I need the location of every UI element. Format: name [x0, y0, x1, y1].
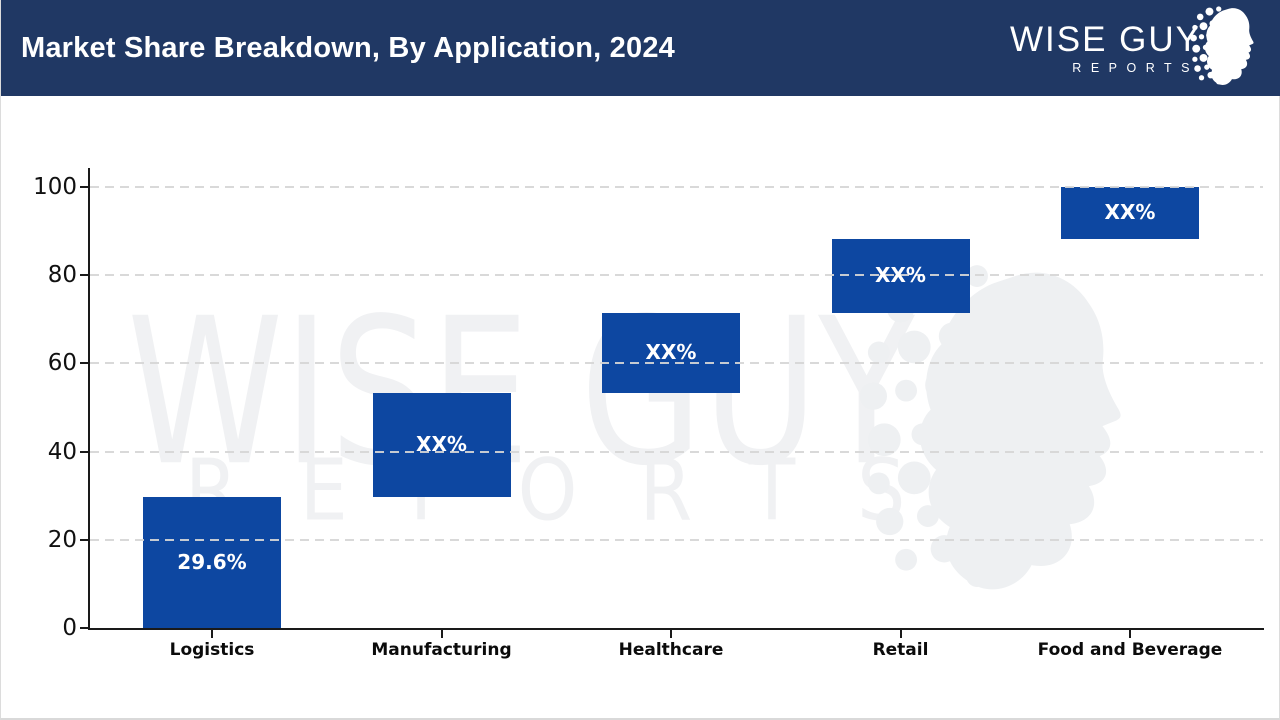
y-tick-label: 60	[47, 350, 77, 377]
y-tick-label: 100	[33, 174, 77, 200]
gridline-80	[90, 274, 1263, 277]
bar-healthcare	[602, 313, 740, 393]
y-axis-tick	[80, 627, 88, 629]
x-tick-label-logistics: Logistics	[169, 640, 255, 660]
y-tick-label: 40	[47, 438, 77, 465]
bar-manufacturing	[372, 392, 511, 498]
y-axis-tick	[80, 274, 88, 277]
x-axis-tick	[899, 629, 902, 638]
bar-value-label: 29.6%	[177, 549, 247, 574]
y-axis-tick	[80, 538, 88, 541]
bar-value-label: XX%	[1104, 200, 1156, 225]
bar-food-and-beverage	[1061, 187, 1199, 240]
wiseguy-logo: WISE GUY REPORTS	[1010, 5, 1267, 91]
y-axis-line	[88, 168, 90, 630]
x-tick-label-manufacturing: Manufacturing	[371, 640, 512, 660]
x-axis-tick	[440, 629, 443, 638]
gridline-60	[90, 362, 1263, 365]
bar-value-label: XX%	[875, 263, 926, 288]
bar-value-label: XX%	[645, 340, 697, 365]
chart-title: Market Share Breakdown, By Application, …	[21, 31, 675, 64]
gridline-20	[90, 538, 1263, 541]
header-band: Market Share Breakdown, By Application, …	[1, 0, 1280, 96]
x-axis-tick	[670, 629, 672, 638]
logo-subtext: REPORTS	[1072, 60, 1199, 75]
logo-wordmark: WISE GUY	[1009, 19, 1201, 59]
watermark-subtext: REPORTS	[185, 440, 968, 540]
y-tick-label: 80	[47, 262, 77, 289]
x-tick-label-retail: Retail	[872, 640, 929, 660]
y-axis-tick	[80, 186, 88, 188]
y-tick-label: 0	[62, 615, 77, 641]
x-tick-label-food-and-beverage: Food and Beverage	[1037, 640, 1223, 660]
y-axis-tick	[80, 450, 88, 453]
gridline-40	[90, 450, 1263, 453]
x-axis-tick	[1129, 629, 1131, 638]
watermark-wordmark: WISE GUY	[127, 275, 915, 511]
wiseguy-logo-text: WISE GUY REPORTS	[1010, 22, 1201, 75]
x-axis-tick	[211, 629, 213, 638]
y-axis-tick	[80, 362, 88, 365]
bar-value-label: XX%	[416, 432, 467, 457]
wiseguy-head-icon	[1190, 6, 1254, 85]
gridline-100	[90, 186, 1263, 188]
y-tick-label: 20	[47, 526, 77, 553]
bar-logistics	[143, 497, 281, 628]
x-tick-label-healthcare: Healthcare	[618, 640, 724, 660]
x-axis-line	[88, 628, 1264, 630]
